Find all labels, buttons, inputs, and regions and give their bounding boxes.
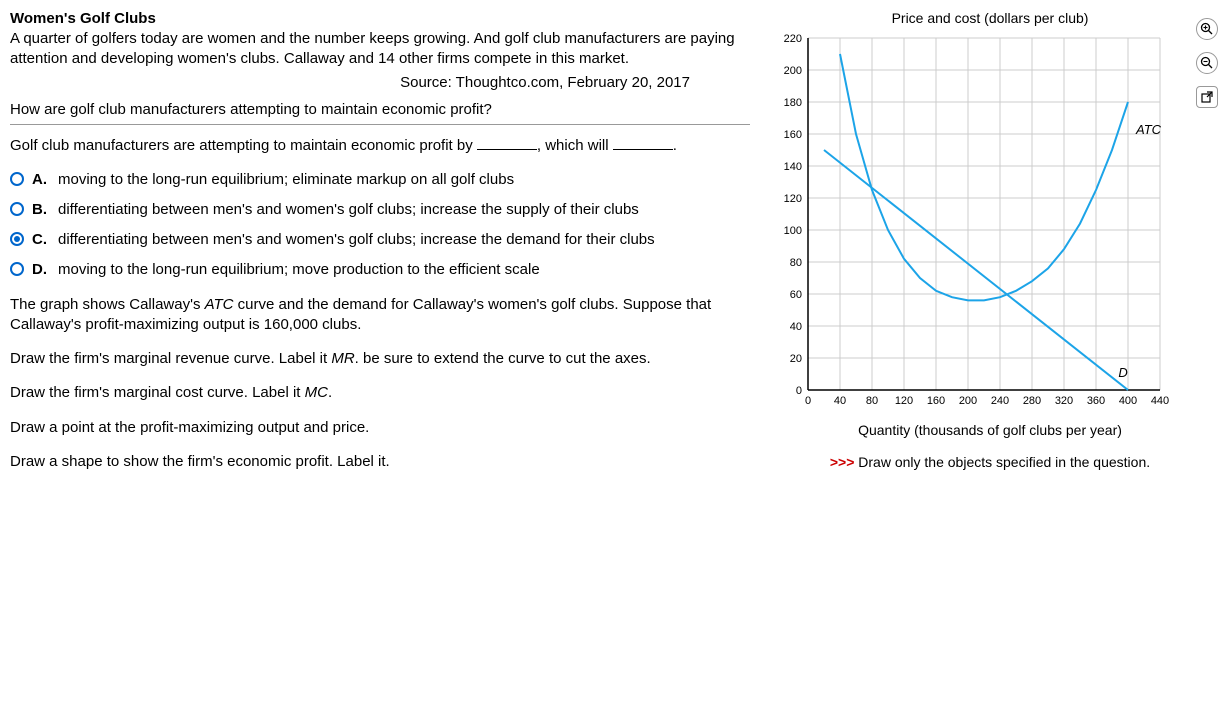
source-citation: Source: Thoughtco.com, February 20, 2017 (10, 74, 750, 91)
svg-text:440: 440 (1151, 395, 1169, 407)
instruction-mr: Draw the firm's marginal revenue curve. … (10, 349, 750, 369)
radio-button[interactable] (10, 262, 24, 276)
option-letter: D. (32, 260, 50, 280)
svg-text:100: 100 (784, 225, 802, 237)
option-D[interactable]: D. moving to the long-run equilibrium; mo… (10, 260, 750, 280)
svg-text:220: 220 (784, 33, 802, 45)
options-list: A. moving to the long-run equilibrium; el… (10, 170, 750, 281)
blank-1 (477, 135, 537, 150)
radio-button[interactable] (10, 202, 24, 216)
option-text: differentiating between men's and women'… (58, 200, 750, 220)
instruction-point: Draw a point at the profit-maximizing ou… (10, 418, 750, 438)
svg-text:240: 240 (991, 395, 1009, 407)
svg-text:60: 60 (790, 289, 802, 301)
svg-text:180: 180 (784, 97, 802, 109)
fillin-text-1: Golf club manufacturers are attempting t… (10, 137, 477, 154)
option-B[interactable]: B. differentiating between men's and wome… (10, 200, 750, 220)
svg-text:360: 360 (1087, 395, 1105, 407)
svg-text:160: 160 (784, 129, 802, 141)
svg-text:0: 0 (796, 385, 802, 397)
chevron-icon: >>> (830, 454, 858, 470)
fillin-text-3: . (673, 137, 677, 154)
svg-text:160: 160 (927, 395, 945, 407)
economics-chart[interactable]: 0 40 80 120 160 200 240 280 320 360 400 440 0 20 40 60 8… (770, 30, 1190, 420)
svg-text:40: 40 (834, 395, 846, 407)
svg-text:120: 120 (784, 193, 802, 205)
main-question: How are golf club manufacturers attempti… (10, 101, 750, 125)
scenario-title: Women's Golf Clubs (10, 10, 750, 27)
svg-text:200: 200 (784, 65, 802, 77)
option-C[interactable]: C. differentiating between men's and wome… (10, 230, 750, 250)
svg-text:80: 80 (866, 395, 878, 407)
graph-description: The graph shows Callaway's ATC curve and… (10, 295, 750, 336)
radio-button[interactable] (10, 232, 24, 246)
fillin-text-2: , which will (537, 137, 613, 154)
svg-text:20: 20 (790, 353, 802, 365)
instruction-mc: Draw the firm's marginal cost curve. Lab… (10, 383, 750, 403)
fill-in-sentence: Golf club manufacturers are attempting t… (10, 135, 750, 156)
option-letter: C. (32, 230, 50, 250)
draw-hint: >>> Draw only the objects specified in t… (770, 454, 1210, 470)
svg-text:200: 200 (959, 395, 977, 407)
option-letter: B. (32, 200, 50, 220)
scenario-intro: A quarter of golfers today are women and… (10, 29, 750, 70)
svg-text:ATC: ATC (1135, 122, 1162, 137)
svg-text:120: 120 (895, 395, 913, 407)
svg-text:280: 280 (1023, 395, 1041, 407)
option-letter: A. (32, 170, 50, 190)
instruction-shape: Draw a shape to show the firm's economic… (10, 452, 750, 472)
graph-panel: Price and cost (dollars per club) 0 40 80 1… (770, 10, 1218, 704)
svg-text:40: 40 (790, 321, 802, 333)
blank-2 (613, 135, 673, 150)
svg-text:D: D (1118, 365, 1127, 380)
x-axis-label: Quantity (thousands of golf clubs per ye… (770, 422, 1210, 438)
graph-title: Price and cost (dollars per club) (770, 10, 1210, 26)
option-text: moving to the long-run equilibrium; move… (58, 260, 750, 280)
svg-text:0: 0 (805, 395, 811, 407)
svg-text:80: 80 (790, 257, 802, 269)
radio-button[interactable] (10, 172, 24, 186)
option-text: differentiating between men's and women'… (58, 230, 750, 250)
svg-text:320: 320 (1055, 395, 1073, 407)
svg-text:140: 140 (784, 161, 802, 173)
option-text: moving to the long-run equilibrium; elim… (58, 170, 750, 190)
question-panel: Women's Golf Clubs A quarter of golfers … (10, 10, 770, 704)
graph-area[interactable]: Price and cost (dollars per club) 0 40 80 1… (770, 10, 1210, 470)
option-A[interactable]: A. moving to the long-run equilibrium; el… (10, 170, 750, 190)
svg-text:400: 400 (1119, 395, 1137, 407)
